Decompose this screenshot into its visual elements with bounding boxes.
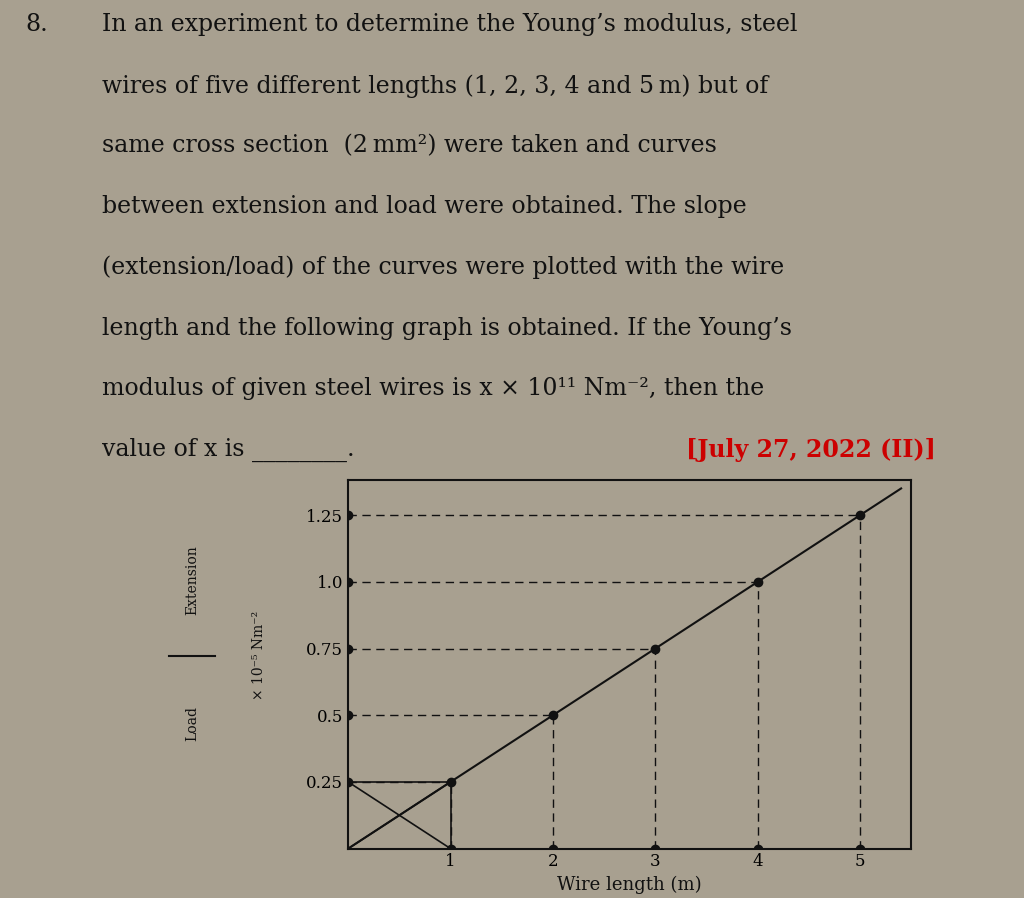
Text: (extension/load) of the curves were plotted with the wire: (extension/load) of the curves were plot… — [102, 256, 784, 279]
Text: [July 27, 2022 (II)]: [July 27, 2022 (II)] — [686, 438, 936, 462]
Text: Load: Load — [185, 707, 199, 741]
Text: between extension and load were obtained. The slope: between extension and load were obtained… — [102, 196, 748, 218]
X-axis label: Wire length (m): Wire length (m) — [557, 876, 702, 894]
Text: × 10⁻⁵ Nm⁻²: × 10⁻⁵ Nm⁻² — [252, 611, 265, 700]
Text: wires of five different lengths (1, 2, 3, 4 and 5 m) but of: wires of five different lengths (1, 2, 3… — [102, 75, 769, 98]
Text: same cross section  (2 mm²) were taken and curves: same cross section (2 mm²) were taken an… — [102, 135, 717, 158]
Text: 8.: 8. — [26, 13, 48, 37]
Text: value of x is ________.: value of x is ________. — [102, 438, 355, 462]
Text: modulus of given steel wires is x × 10¹¹ Nm⁻², then the: modulus of given steel wires is x × 10¹¹… — [102, 377, 765, 401]
Text: length and the following graph is obtained. If the Young’s: length and the following graph is obtain… — [102, 317, 793, 339]
Text: In an experiment to determine the Young’s modulus, steel: In an experiment to determine the Young’… — [102, 13, 798, 37]
Text: Extension: Extension — [185, 546, 199, 615]
